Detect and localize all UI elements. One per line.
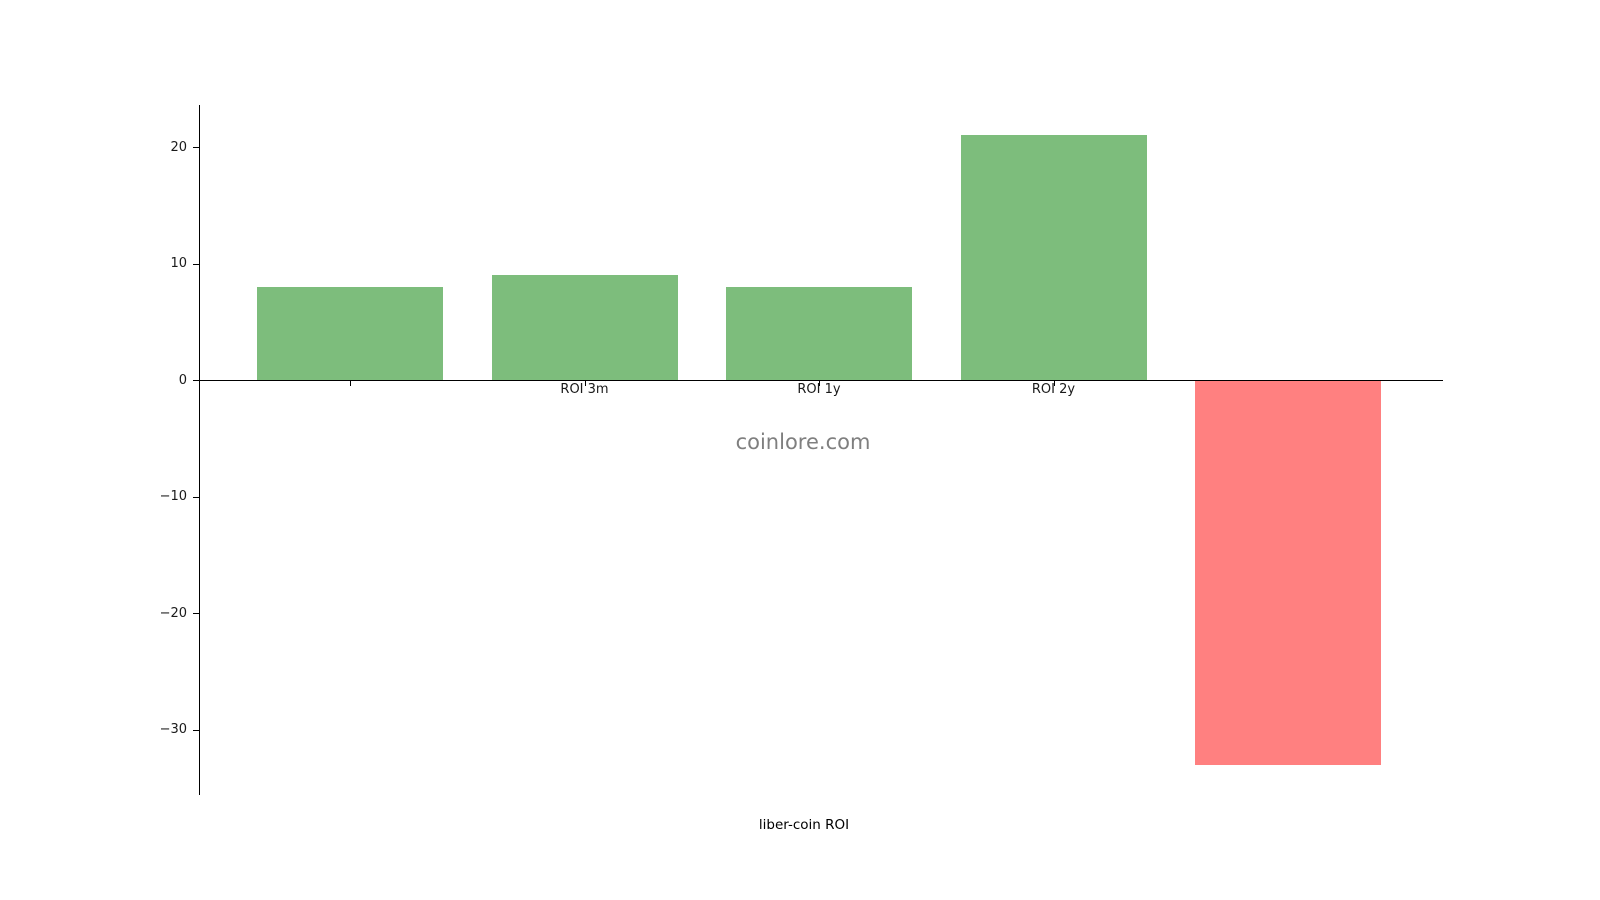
x-tick-label: ROI 3m [560,382,609,397]
y-tick-label: −30 [159,722,187,737]
y-tick-mark [193,380,199,381]
y-tick-mark [193,147,199,148]
y-tick-label: 20 [170,139,187,155]
y-tick-label: −10 [159,489,187,504]
bar-roi-1y [726,286,912,380]
y-axis-line [199,105,200,795]
x-axis-zero-line [199,380,1443,381]
y-tick-label: 10 [170,256,187,271]
x-tick-label: ROI 1y [797,382,841,397]
x-tick-mark [1053,381,1055,386]
bar-unlabeled-0 [257,286,443,380]
bar-roi-3m [491,275,678,380]
y-tick-mark [193,263,199,265]
x-tick-mark [819,381,820,386]
bar-unlabeled-4 [1195,381,1381,766]
coinlore-watermark: coinlore.com [735,430,871,454]
y-tick-mark [193,613,199,614]
x-tick-label: ROI 2y [1031,382,1076,397]
y-tick-mark [193,496,199,498]
x-tick-mark [350,381,351,386]
y-tick-mark [193,729,199,731]
x-tick-mark [584,381,586,386]
bar-roi-2y [960,135,1147,380]
y-tick-label: −20 [159,605,187,621]
chart-xlabel: liber-coin ROI [758,817,850,833]
y-tick-label: 0 [178,372,187,388]
